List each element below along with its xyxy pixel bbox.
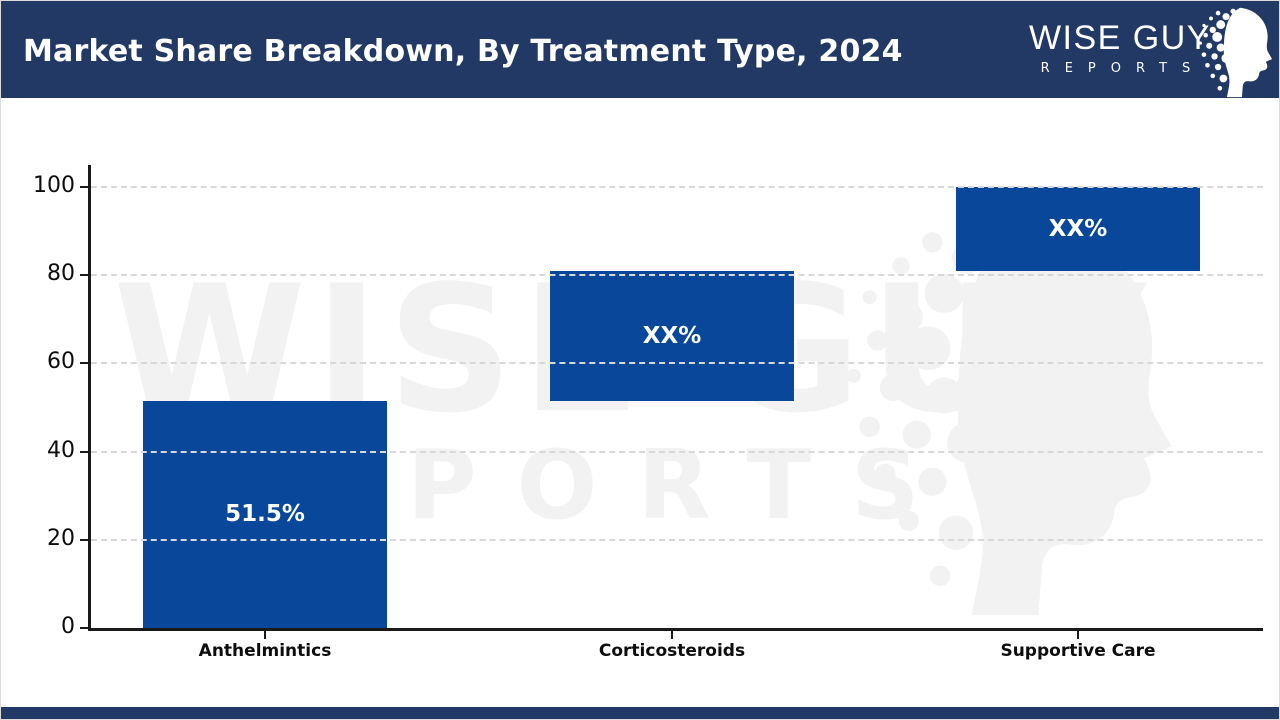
bar-supportive-care: XX% — [956, 187, 1200, 271]
x-tick-mark — [264, 631, 266, 639]
gridline-40 — [91, 450, 1263, 453]
x-tick-mark — [671, 631, 673, 639]
gridline-80 — [91, 274, 1263, 277]
y-axis-line — [88, 165, 91, 630]
y-tick-mark — [80, 274, 88, 277]
x-category-label: Supportive Care — [1000, 641, 1156, 661]
dotted-head-icon — [1198, 7, 1273, 98]
logo-wordmark-text: WISE GUY — [1028, 19, 1211, 57]
y-tick-mark — [80, 450, 88, 453]
y-tick-mark — [80, 538, 88, 541]
header-bar: Market Share Breakdown, By Treatment Typ… — [1, 1, 1279, 98]
y-tick-label: 20 — [47, 525, 75, 551]
bar-value-label: XX% — [642, 322, 702, 349]
gridline-100 — [91, 186, 1263, 188]
y-tick-mark — [80, 186, 88, 188]
x-category-label: Anthelmintics — [198, 641, 332, 661]
bar-anthelmintics: 51.5% — [143, 400, 387, 628]
watermark-head-icon — [846, 218, 1172, 616]
bar-corticosteroids: XX% — [550, 270, 794, 401]
bar-value-label: 51.5% — [225, 501, 305, 528]
page-title: Market Share Breakdown, By Treatment Typ… — [23, 34, 903, 69]
bar-value-label: XX% — [1048, 215, 1108, 242]
gridline-20 — [91, 538, 1263, 541]
x-tick-mark — [1077, 631, 1079, 639]
y-tick-label: 60 — [47, 349, 75, 375]
y-tick-label: 40 — [47, 437, 75, 463]
y-tick-label: 0 — [61, 614, 75, 639]
y-tick-mark — [80, 362, 88, 365]
y-tick-label: 80 — [47, 261, 75, 287]
footer-bar — [1, 707, 1279, 719]
wiseguy-logo-wordmark: WISE GUY REPORTS — [1029, 19, 1211, 76]
logo-subtext: REPORTS — [1040, 61, 1206, 76]
y-tick-mark — [80, 627, 88, 629]
y-tick-label: 100 — [33, 173, 75, 198]
x-axis-line — [88, 628, 1263, 631]
x-category-label: Corticosteroids — [598, 641, 746, 661]
gridline-60 — [91, 362, 1263, 365]
